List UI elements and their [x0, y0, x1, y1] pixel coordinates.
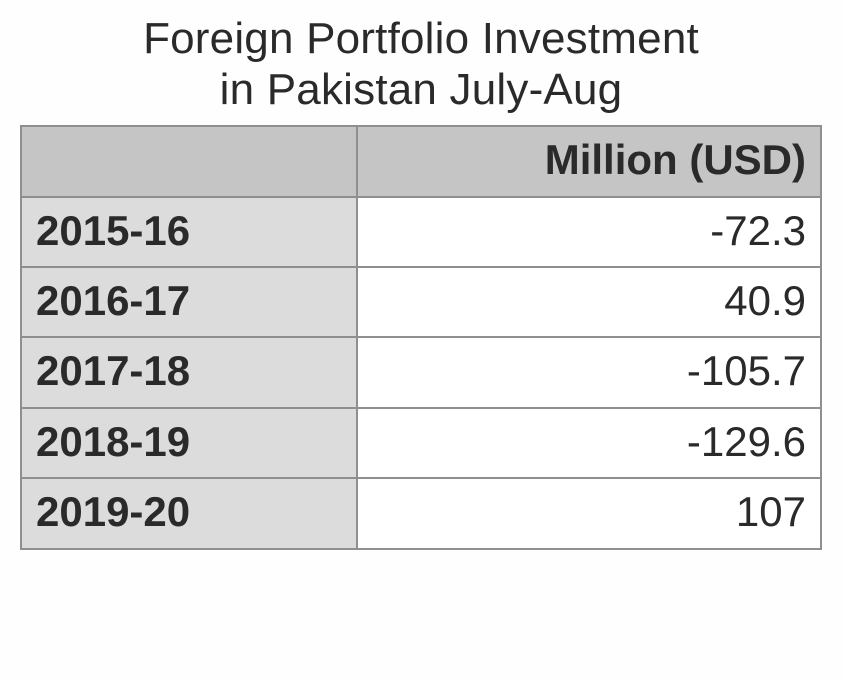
- table-row: 2016-17 40.9: [21, 267, 821, 337]
- table-row: 2018-19 -129.6: [21, 408, 821, 478]
- table-header-row: Million (USD): [21, 126, 821, 196]
- year-cell: 2016-17: [21, 267, 357, 337]
- table-row: 2017-18 -105.7: [21, 337, 821, 407]
- page-title: Foreign Portfolio Investment in Pakistan…: [20, 14, 822, 115]
- value-cell: 40.9: [357, 267, 821, 337]
- title-line-2: in Pakistan July-Aug: [220, 65, 623, 114]
- header-blank: [21, 126, 357, 196]
- table-row: 2019-20 107: [21, 478, 821, 548]
- year-cell: 2019-20: [21, 478, 357, 548]
- header-value: Million (USD): [357, 126, 821, 196]
- value-cell: -72.3: [357, 197, 821, 267]
- table-row: 2015-16 -72.3: [21, 197, 821, 267]
- title-line-1: Foreign Portfolio Investment: [143, 14, 699, 63]
- year-cell: 2017-18: [21, 337, 357, 407]
- page-container: Foreign Portfolio Investment in Pakistan…: [0, 0, 842, 570]
- investment-table: Million (USD) 2015-16 -72.3 2016-17 40.9…: [20, 125, 822, 549]
- value-cell: -129.6: [357, 408, 821, 478]
- value-cell: 107: [357, 478, 821, 548]
- value-cell: -105.7: [357, 337, 821, 407]
- year-cell: 2015-16: [21, 197, 357, 267]
- year-cell: 2018-19: [21, 408, 357, 478]
